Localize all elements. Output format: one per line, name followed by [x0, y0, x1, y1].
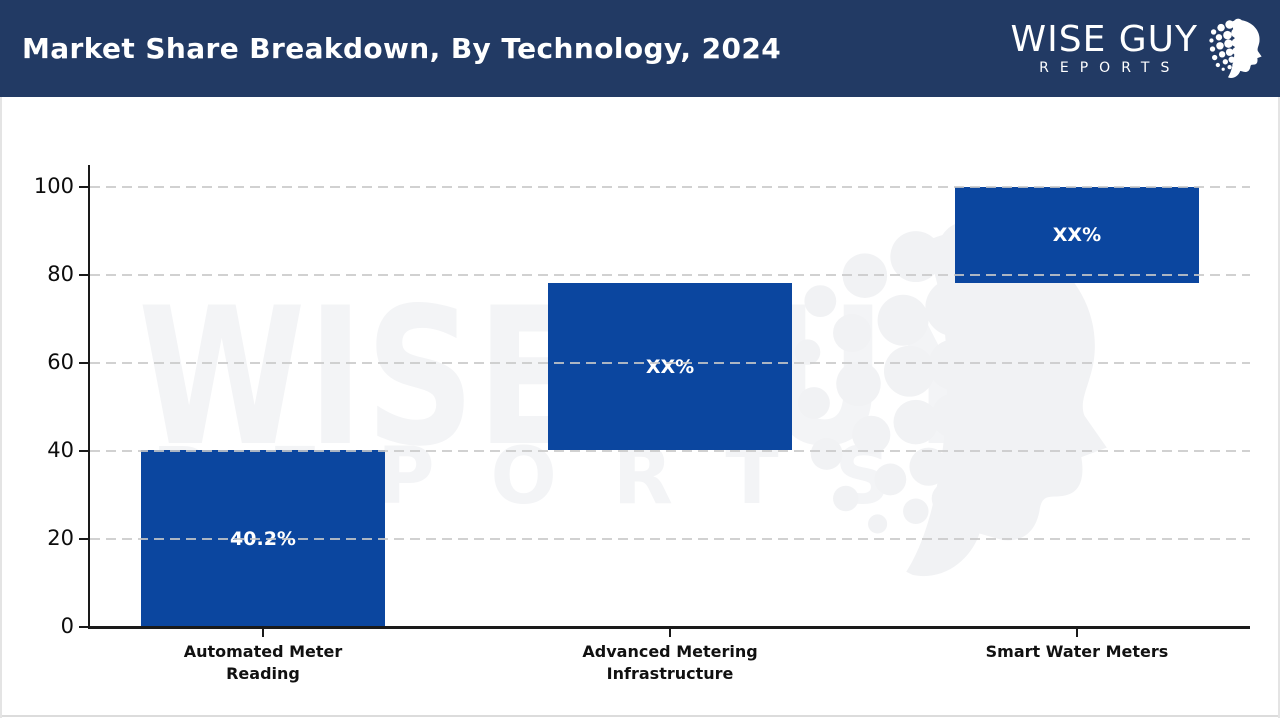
gridline-20 [90, 538, 1250, 540]
x-axis-line [88, 626, 1250, 629]
bar-value-label: XX% [1052, 223, 1102, 246]
y-tick-label-40: 40 [47, 438, 74, 462]
y-tick-mark-0 [79, 626, 88, 628]
x-tick-mark-advanced-metering-infrastructure [669, 629, 672, 637]
page-border-bottom [0, 715, 1280, 717]
gridline-40 [90, 450, 1250, 452]
gridline-100 [90, 186, 1250, 188]
y-tick-mark-100 [79, 186, 88, 188]
y-tick-mark-40 [79, 450, 88, 452]
header: Market Share Breakdown, By Technology, 2… [0, 0, 1280, 97]
logo-text: WISE GUY REPORTS [1010, 19, 1199, 76]
x-category-label-advanced-metering-infrastructure: Advanced Metering Infrastructure [582, 641, 757, 686]
page-border-left [0, 97, 2, 718]
y-tick-label-100: 100 [33, 174, 74, 198]
x-category-label-line2: Infrastructure [606, 664, 734, 684]
x-category-label-automated-meter-reading: Automated Meter Reading [184, 641, 343, 686]
chart-title: Market Share Breakdown, By Technology, 2… [22, 32, 782, 65]
y-tick-label-0: 0 [60, 614, 74, 638]
plot-area: 40.2% XX% XX% [79, 165, 1250, 637]
bar-advanced-metering-infrastructure: XX% [548, 282, 793, 451]
x-category-label-line2: Reading [226, 664, 300, 684]
y-axis-labels: 0 20 40 60 80 100 [0, 165, 78, 637]
y-tick-mark-60 [79, 362, 88, 365]
y-tick-mark-20 [79, 538, 88, 540]
x-axis-labels: Automated Meter Reading Advanced Metering I… [88, 641, 1250, 705]
bar-value-label: XX% [645, 355, 695, 378]
x-category-label-line1: Automated Meter [183, 642, 343, 661]
y-tick-label-20: 20 [47, 526, 74, 550]
x-category-label-line1: Smart Water Meters [985, 642, 1169, 661]
y-tick-label-60: 60 [47, 350, 74, 374]
gridline-60 [90, 362, 1250, 365]
dotted-head-profile-icon [1209, 18, 1262, 78]
x-tick-mark-smart-water-meters [1075, 629, 1078, 637]
page-border-right [1278, 97, 1280, 718]
y-tick-label-80: 80 [47, 262, 74, 286]
x-category-label-line1: Advanced Metering [582, 642, 758, 661]
watermark-head-profile-icon [794, 221, 1107, 577]
x-category-label-smart-water-meters: Smart Water Meters [986, 641, 1169, 663]
logo-wordmark: WISE GUY [1010, 19, 1198, 60]
bar-smart-water-meters: XX% [954, 187, 1199, 283]
y-tick-mark-80 [79, 274, 88, 276]
x-tick-mark-automated-meter-reading [261, 629, 264, 637]
logo: WISE GUY REPORTS [1011, 7, 1269, 91]
logo-subtext: REPORTS [1039, 60, 1181, 76]
y-axis-line [88, 165, 90, 628]
gridline-80 [90, 274, 1250, 276]
